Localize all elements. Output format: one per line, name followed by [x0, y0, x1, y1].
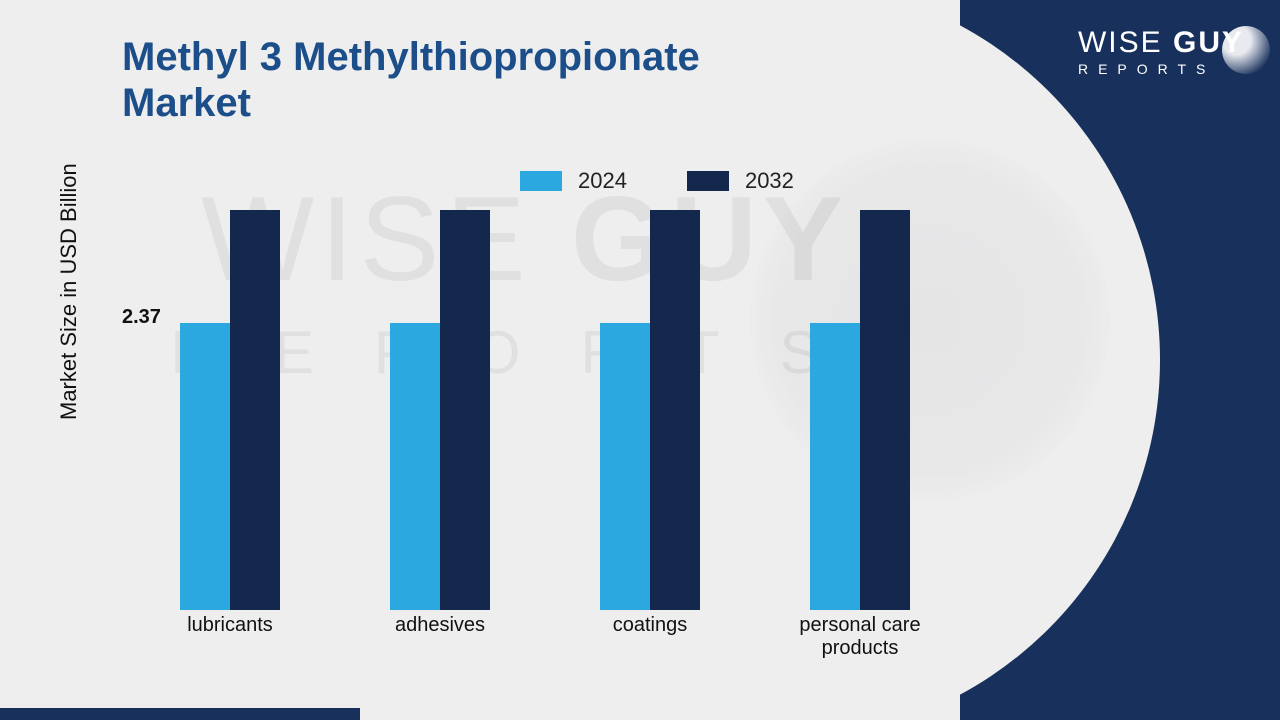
- bar-2024: [390, 323, 440, 610]
- bar-group: [800, 210, 920, 610]
- bar-2032: [650, 210, 700, 610]
- bar-group: [170, 210, 290, 610]
- bar-group: [590, 210, 710, 610]
- bar-chart: 2.37: [140, 210, 960, 610]
- bar-2024: [180, 323, 230, 610]
- x-axis-labels: lubricants adhesives coatings personal care…: [140, 614, 960, 694]
- brand-logo: WISE GUY REPORTS: [1078, 28, 1244, 76]
- bar-2024: [810, 323, 860, 610]
- y-axis-label: Market Size in USD Billion: [56, 163, 82, 420]
- x-axis-label: adhesives: [360, 614, 520, 637]
- x-axis-label: lubricants: [150, 614, 310, 637]
- brand-line1a: WISE: [1078, 26, 1163, 59]
- brand-head-icon: [1222, 26, 1270, 74]
- x-axis-label: personal care products: [780, 614, 940, 660]
- bar-group: [380, 210, 500, 610]
- x-axis-label: coatings: [570, 614, 730, 637]
- bar-2032: [230, 210, 280, 610]
- legend-label-2032: 2032: [745, 168, 794, 194]
- legend-swatch-2032: [687, 171, 729, 191]
- stage: WISE GUY REPORTS WISE GUY REPORTS Methyl…: [0, 0, 1280, 720]
- chart-title: Methyl 3 Methylthiopropionate Market: [122, 34, 822, 126]
- legend-item-2032: 2032: [687, 168, 794, 194]
- right-accent-panel: [960, 0, 1280, 720]
- legend: 2024 2032: [520, 168, 794, 194]
- bar-2032: [440, 210, 490, 610]
- legend-label-2024: 2024: [578, 168, 627, 194]
- legend-item-2024: 2024: [520, 168, 627, 194]
- brand-line2: REPORTS: [1078, 62, 1244, 76]
- bar-2024: [600, 323, 650, 610]
- bar-value-label: 2.37: [122, 306, 161, 329]
- legend-swatch-2024: [520, 171, 562, 191]
- bar-2032: [860, 210, 910, 610]
- footer-accent-bar: [0, 708, 360, 720]
